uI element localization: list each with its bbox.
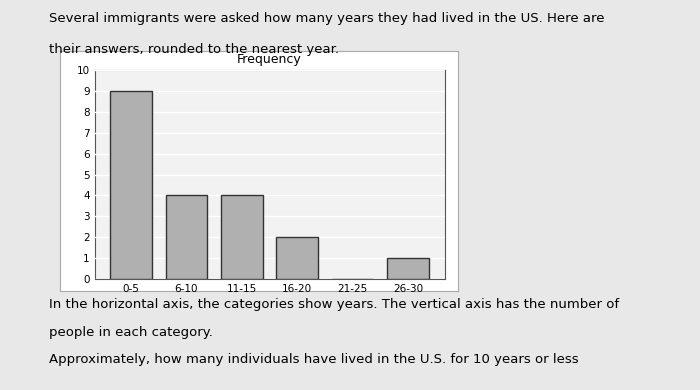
Bar: [387, 258, 428, 279]
Text: people in each category.: people in each category.: [49, 326, 213, 339]
Text: Approximately, how many individuals have lived in the U.S. for 10 years or less: Approximately, how many individuals have…: [49, 353, 579, 366]
Title: Frequency: Frequency: [237, 53, 302, 66]
Bar: [221, 195, 262, 279]
Text: Several immigrants were asked how many years they had lived in the US. Here are: Several immigrants were asked how many y…: [49, 12, 605, 25]
Bar: [276, 237, 318, 279]
Bar: [166, 195, 207, 279]
Text: their answers, rounded to the nearest year.: their answers, rounded to the nearest ye…: [49, 43, 339, 56]
Text: In the horizontal axis, the categories show years. The vertical axis has the num: In the horizontal axis, the categories s…: [49, 298, 619, 311]
Bar: [111, 91, 152, 279]
